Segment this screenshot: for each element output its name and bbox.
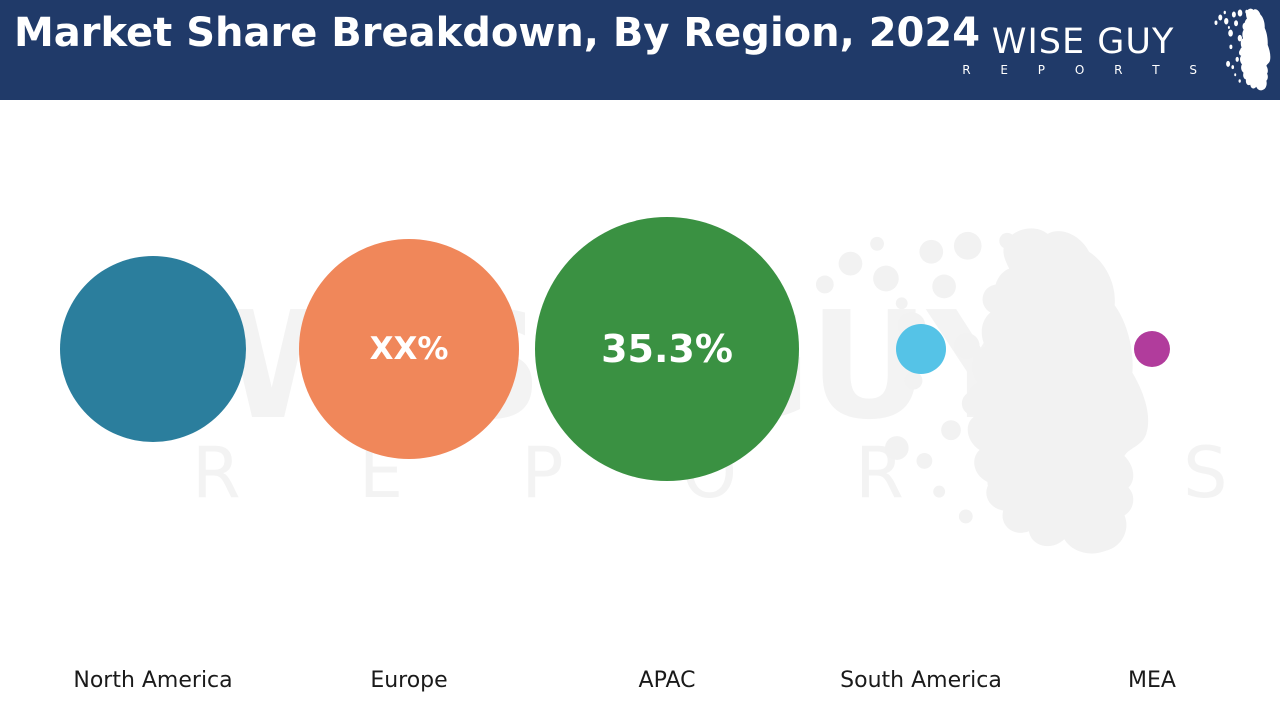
watermark-head-icon <box>813 222 1158 564</box>
brand-logo: WISE GUY R E P O R T S <box>956 4 1272 96</box>
brand-logo-name: WISE GUY <box>991 22 1175 62</box>
bubble-europe: XX% <box>299 239 519 459</box>
bubble-south-america <box>896 324 946 374</box>
bubble-mea <box>1134 331 1170 367</box>
bubble-north-america <box>60 256 246 442</box>
region-label-north-america: North America <box>73 668 233 693</box>
region-label-mea: MEA <box>1128 668 1176 693</box>
brand-logo-subtitle: R E P O R T S <box>962 63 1210 77</box>
header-bar: Market Share Breakdown, By Region, 2024 … <box>0 0 1280 100</box>
region-label-europe: Europe <box>370 668 448 693</box>
brand-logo-text: WISE GUY R E P O R T S <box>956 23 1210 77</box>
bubble-value-apac: 35.3% <box>601 327 733 371</box>
bubble-apac: 35.3% <box>535 217 799 481</box>
bubble-value-europe: XX% <box>369 331 449 367</box>
region-label-apac: APAC <box>638 668 696 693</box>
page-title: Market Share Breakdown, By Region, 2024 <box>14 10 981 56</box>
region-label-south-america: South America <box>840 668 1002 693</box>
brand-head-icon <box>1214 7 1272 93</box>
